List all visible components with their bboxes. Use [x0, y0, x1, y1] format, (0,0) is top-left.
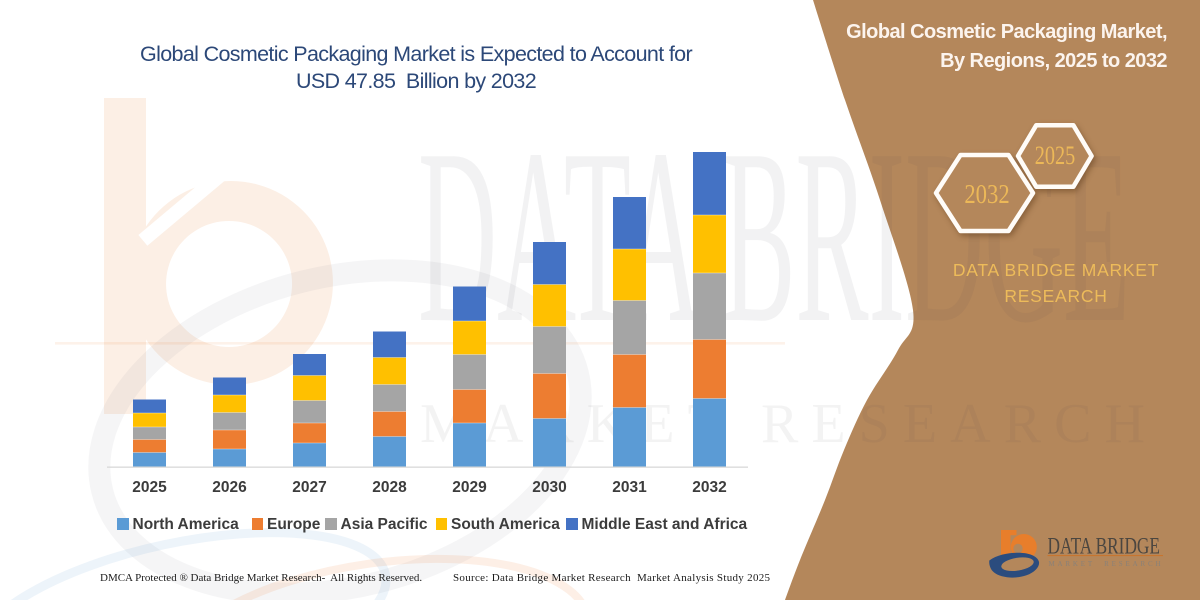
svg-text:DATA BRIDGE: DATA BRIDGE — [1048, 534, 1161, 559]
svg-text:MARKET RESEARCH: MARKET RESEARCH — [1049, 560, 1161, 568]
